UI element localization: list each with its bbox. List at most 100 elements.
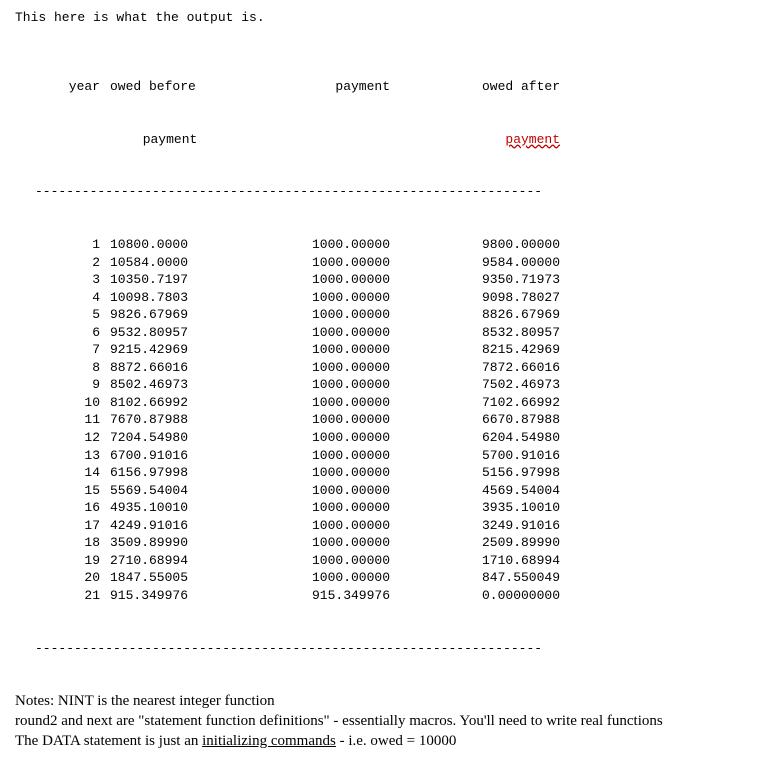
cell-owed-after: 7872.66016 (390, 359, 560, 377)
cell-year: 15 (35, 482, 110, 500)
table-row: 127204.549801000.000006204.54980 (35, 429, 765, 447)
notes-block: Notes: NINT is the nearest integer funct… (15, 691, 765, 752)
cell-owed-before: 1847.55005 (110, 569, 230, 587)
cell-payment: 1000.00000 (230, 254, 390, 272)
cell-year: 7 (35, 341, 110, 359)
cell-year: 3 (35, 271, 110, 289)
cell-payment: 1000.00000 (230, 341, 390, 359)
cell-owed-after: 0.00000000 (390, 587, 560, 605)
cell-payment: 1000.00000 (230, 482, 390, 500)
note-3c: - i.e. owed = 10000 (336, 733, 457, 749)
cell-owed-before: 10800.0000 (110, 236, 230, 254)
hdr-owed-after-1: owed after (390, 78, 560, 96)
dash-bottom: ----------------------------------------… (35, 640, 765, 658)
note-3a: The DATA statement is just an (15, 733, 202, 749)
table-row: 21915.349976915.3499760.00000000 (35, 587, 765, 605)
table-row: 310350.71971000.000009350.71973 (35, 271, 765, 289)
table-row: 164935.100101000.000003935.10010 (35, 499, 765, 517)
cell-year: 2 (35, 254, 110, 272)
cell-payment: 1000.00000 (230, 499, 390, 517)
cell-payment: 1000.00000 (230, 376, 390, 394)
table-row: 59826.679691000.000008826.67969 (35, 306, 765, 324)
cell-payment: 1000.00000 (230, 236, 390, 254)
table-row: 98502.469731000.000007502.46973 (35, 376, 765, 394)
note-3b: initializing commands (202, 733, 336, 749)
cell-payment: 1000.00000 (230, 394, 390, 412)
cell-year: 9 (35, 376, 110, 394)
cell-year: 10 (35, 394, 110, 412)
cell-year: 1 (35, 236, 110, 254)
cell-owed-before: 8872.66016 (110, 359, 230, 377)
cell-owed-after: 9098.78027 (390, 289, 560, 307)
cell-owed-before: 9532.80957 (110, 324, 230, 342)
note-line-3: The DATA statement is just an initializi… (15, 731, 765, 751)
hdr-year: year (35, 78, 110, 96)
cell-owed-before: 2710.68994 (110, 552, 230, 570)
cell-payment: 1000.00000 (230, 289, 390, 307)
cell-payment: 1000.00000 (230, 569, 390, 587)
cell-owed-after: 6670.87988 (390, 411, 560, 429)
cell-owed-after: 9584.00000 (390, 254, 560, 272)
cell-payment: 915.349976 (230, 587, 390, 605)
cell-year: 6 (35, 324, 110, 342)
table-row: 410098.78031000.000009098.78027 (35, 289, 765, 307)
cell-payment: 1000.00000 (230, 359, 390, 377)
cell-owed-before: 4249.91016 (110, 517, 230, 535)
table-row: 210584.00001000.000009584.00000 (35, 254, 765, 272)
table-row: 88872.660161000.000007872.66016 (35, 359, 765, 377)
cell-owed-after: 7102.66992 (390, 394, 560, 412)
cell-owed-after: 9350.71973 (390, 271, 560, 289)
hdr-blank2 (230, 131, 390, 149)
cell-year: 20 (35, 569, 110, 587)
cell-year: 8 (35, 359, 110, 377)
cell-owed-before: 3509.89990 (110, 534, 230, 552)
table-row: 117670.879881000.000006670.87988 (35, 411, 765, 429)
cell-owed-after: 8826.67969 (390, 306, 560, 324)
cell-owed-after: 8532.80957 (390, 324, 560, 342)
cell-year: 19 (35, 552, 110, 570)
cell-owed-after: 5700.91016 (390, 447, 560, 465)
cell-payment: 1000.00000 (230, 552, 390, 570)
table-row: 201847.550051000.00000847.550049 (35, 569, 765, 587)
cell-year: 11 (35, 411, 110, 429)
cell-owed-before: 8502.46973 (110, 376, 230, 394)
table-row: 155569.540041000.000004569.54004 (35, 482, 765, 500)
cell-year: 4 (35, 289, 110, 307)
output-table: year owed before payment owed after paym… (35, 43, 765, 675)
table-row: 79215.429691000.000008215.42969 (35, 341, 765, 359)
cell-owed-before: 5569.54004 (110, 482, 230, 500)
cell-owed-after: 3935.10010 (390, 499, 560, 517)
cell-owed-after: 6204.54980 (390, 429, 560, 447)
table-row: 110800.00001000.000009800.00000 (35, 236, 765, 254)
cell-owed-before: 7204.54980 (110, 429, 230, 447)
cell-year: 13 (35, 447, 110, 465)
cell-owed-before: 9215.42969 (110, 341, 230, 359)
table-row: 69532.809571000.000008532.80957 (35, 324, 765, 342)
cell-owed-after: 1710.68994 (390, 552, 560, 570)
cell-owed-before: 9826.67969 (110, 306, 230, 324)
cell-owed-after: 2509.89990 (390, 534, 560, 552)
hdr-payment: payment (230, 78, 390, 96)
hdr-owed-before-2: payment (110, 131, 230, 149)
cell-year: 5 (35, 306, 110, 324)
cell-owed-before: 6156.97998 (110, 464, 230, 482)
table-row: 136700.910161000.000005700.91016 (35, 447, 765, 465)
cell-payment: 1000.00000 (230, 324, 390, 342)
cell-year: 14 (35, 464, 110, 482)
cell-owed-after: 7502.46973 (390, 376, 560, 394)
intro-text: This here is what the output is. (15, 10, 765, 25)
cell-payment: 1000.00000 (230, 429, 390, 447)
cell-owed-before: 6700.91016 (110, 447, 230, 465)
cell-payment: 1000.00000 (230, 411, 390, 429)
cell-owed-after: 847.550049 (390, 569, 560, 587)
rows-container: 110800.00001000.000009800.00000210584.00… (35, 236, 765, 604)
cell-owed-before: 915.349976 (110, 587, 230, 605)
cell-payment: 1000.00000 (230, 534, 390, 552)
dash-top: ----------------------------------------… (35, 183, 765, 201)
note-line-1: Notes: NINT is the nearest integer funct… (15, 691, 765, 711)
note-line-2: round2 and next are "statement function … (15, 711, 765, 731)
cell-owed-before: 8102.66992 (110, 394, 230, 412)
table-row: 174249.910161000.000003249.91016 (35, 517, 765, 535)
hdr-owed-after-2: payment (390, 131, 560, 149)
cell-owed-after: 9800.00000 (390, 236, 560, 254)
